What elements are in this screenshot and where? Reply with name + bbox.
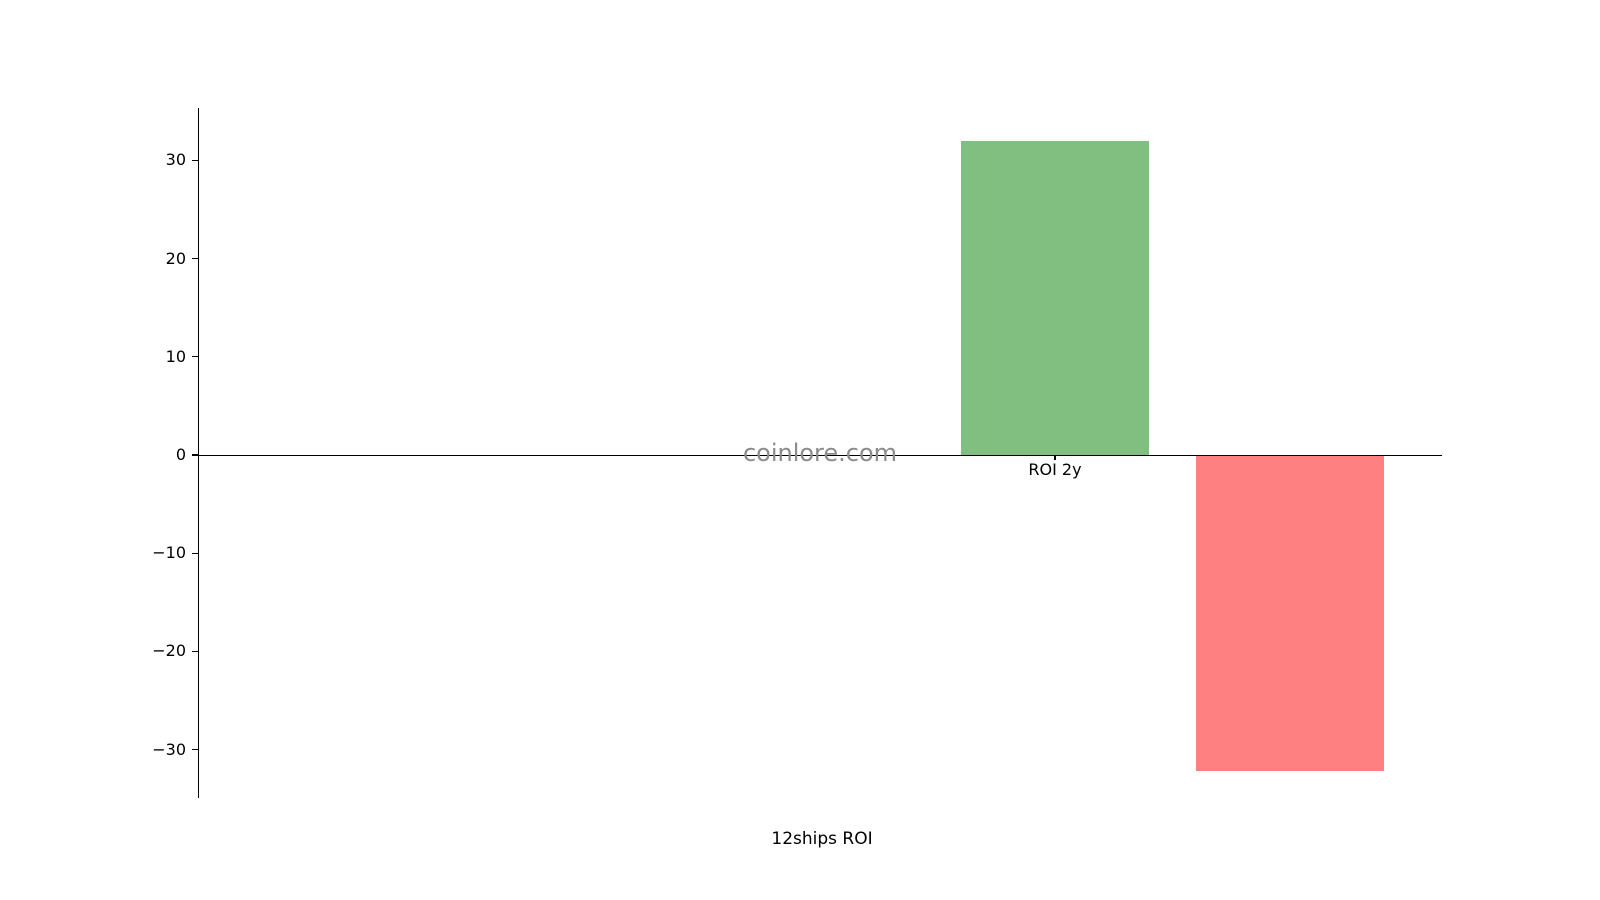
y-tick-mark xyxy=(192,356,198,358)
x-axis-line xyxy=(198,454,1442,456)
y-tick-mark xyxy=(192,454,198,456)
bar-series-1 xyxy=(1196,456,1384,771)
y-tick-mark xyxy=(192,159,198,162)
bar-roi-2y xyxy=(961,140,1149,455)
y-tick-mark xyxy=(192,748,198,751)
x-tick-label: ROI 2y xyxy=(1028,460,1082,479)
y-axis-line xyxy=(198,108,200,798)
x-axis-title: 12ships ROI xyxy=(771,829,873,849)
y-tick-label: −30 xyxy=(152,739,186,759)
y-tick-label: −20 xyxy=(152,641,186,661)
y-tick-label: −10 xyxy=(152,543,186,563)
y-tick-label: 0 xyxy=(175,445,186,464)
y-tick-label: 10 xyxy=(165,346,186,366)
y-tick-mark xyxy=(192,552,198,554)
x-tick-mark xyxy=(1054,455,1056,460)
y-tick-mark xyxy=(192,257,198,260)
y-tick-mark xyxy=(192,650,198,653)
y-tick-label: 30 xyxy=(165,150,186,170)
y-tick-label: 20 xyxy=(165,248,186,268)
coinlore-watermark: coinlore.com xyxy=(742,439,898,467)
